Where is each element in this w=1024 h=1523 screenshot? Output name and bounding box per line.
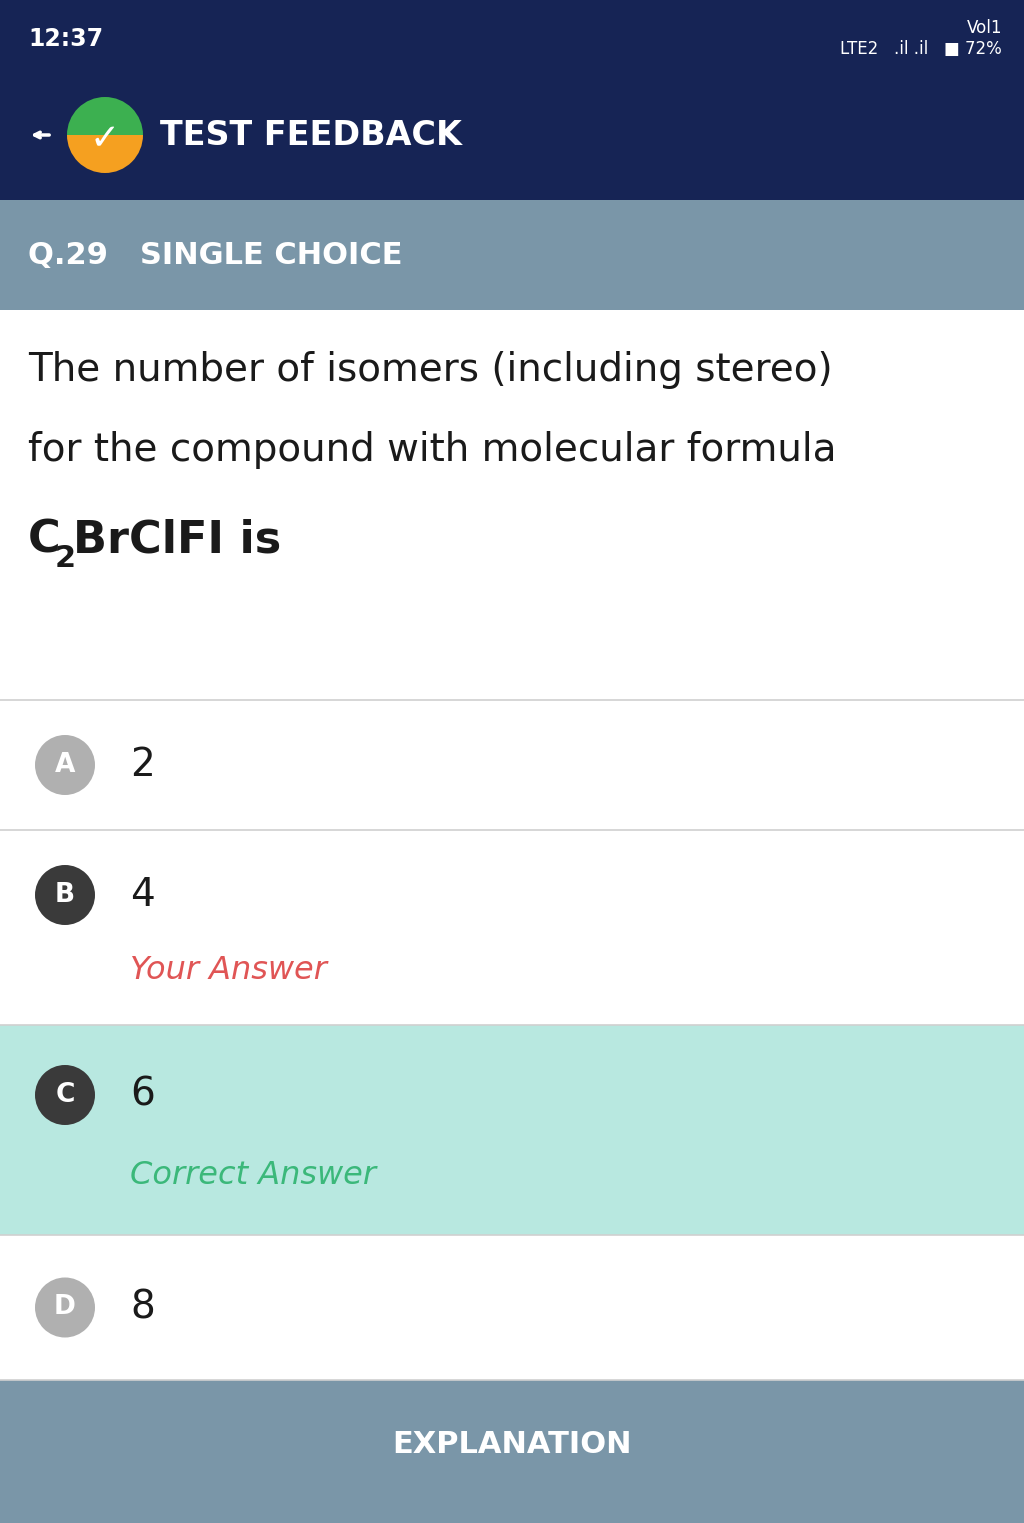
- Circle shape: [35, 1278, 95, 1337]
- Text: Correct Answer: Correct Answer: [130, 1159, 376, 1191]
- Text: C: C: [55, 1081, 75, 1109]
- Bar: [0, 1025, 1024, 1235]
- Wedge shape: [67, 136, 143, 174]
- Text: 4: 4: [130, 876, 155, 914]
- Bar: [0, 1235, 1024, 1380]
- Text: Your Answer: Your Answer: [130, 955, 327, 985]
- Text: A: A: [55, 752, 75, 778]
- Bar: [0, 311, 1024, 701]
- Text: 6: 6: [130, 1077, 155, 1113]
- Text: Q.29   SINGLE CHOICE: Q.29 SINGLE CHOICE: [28, 241, 402, 270]
- Text: D: D: [54, 1295, 76, 1320]
- Text: 2: 2: [130, 746, 155, 784]
- Text: BrClFI is: BrClFI is: [73, 518, 282, 562]
- Text: for the compound with molecular formula: for the compound with molecular formula: [28, 431, 837, 469]
- Text: EXPLANATION: EXPLANATION: [392, 1430, 632, 1459]
- Text: 2: 2: [55, 544, 76, 573]
- Bar: [0, 701, 1024, 830]
- Bar: [0, 0, 1024, 70]
- Text: Vol1
LTE2   .il .il   ■ 72%: Vol1 LTE2 .il .il ■ 72%: [841, 20, 1002, 58]
- Text: ✓: ✓: [90, 122, 120, 155]
- Circle shape: [35, 736, 95, 795]
- Text: 12:37: 12:37: [28, 26, 103, 50]
- Bar: [0, 200, 1024, 311]
- Text: The number of isomers (including stereo): The number of isomers (including stereo): [28, 350, 833, 388]
- Bar: [0, 830, 1024, 1025]
- Bar: [0, 70, 1024, 200]
- Text: C: C: [28, 518, 60, 562]
- Text: 8: 8: [130, 1288, 155, 1327]
- Circle shape: [35, 865, 95, 924]
- Wedge shape: [67, 97, 143, 136]
- Text: B: B: [55, 882, 75, 908]
- Text: TEST FEEDBACK: TEST FEEDBACK: [160, 119, 462, 151]
- Circle shape: [35, 1065, 95, 1125]
- Bar: [0, 1380, 1024, 1523]
